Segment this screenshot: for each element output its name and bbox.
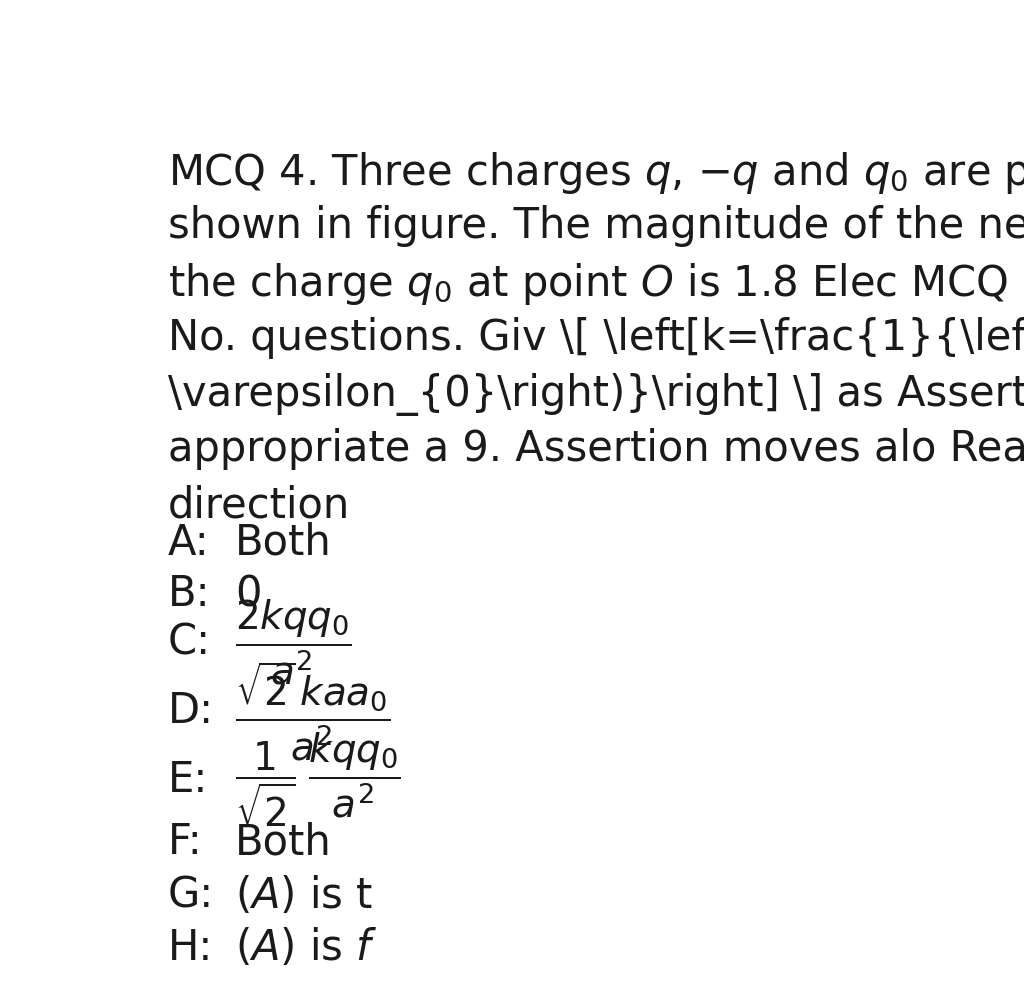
Text: H:: H: xyxy=(168,927,213,969)
Text: appropriate a 9. Assertion moves alo Reason (R: appropriate a 9. Assertion moves alo Rea… xyxy=(168,429,1024,470)
Text: A:: A: xyxy=(168,522,210,564)
Text: $\dfrac{2kqq_0}{a^2}$: $\dfrac{2kqq_0}{a^2}$ xyxy=(236,597,352,687)
Text: F:: F: xyxy=(168,821,203,863)
Text: $\dfrac{1}{\sqrt{2}}\;\dfrac{kqq_0}{a^2}$: $\dfrac{1}{\sqrt{2}}\;\dfrac{kqq_0}{a^2}… xyxy=(236,730,401,829)
Text: shown in figure. The magnitude of the net force on: shown in figure. The magnitude of the ne… xyxy=(168,205,1024,247)
Text: $(A)$ is $f$: $(A)$ is $f$ xyxy=(236,927,378,969)
Text: C:: C: xyxy=(168,621,211,664)
Text: direction: direction xyxy=(168,484,350,526)
Text: E:: E: xyxy=(168,759,208,801)
Text: \varepsilon_{0}\right)}\right] \] as Assertion: \varepsilon_{0}\right)}\right] \] as Ass… xyxy=(168,373,1024,416)
Text: Both: Both xyxy=(236,522,332,564)
Text: B:: B: xyxy=(168,573,210,615)
Text: MCQ 4. Three charges $q$, $-q$ and $q_0$ are placed as: MCQ 4. Three charges $q$, $-q$ and $q_0$… xyxy=(168,150,1024,195)
Text: No. questions. Giv \[ \left[k=\frac{1}{\left(4 \pi: No. questions. Giv \[ \left[k=\frac{1}{\… xyxy=(168,316,1024,359)
Text: D:: D: xyxy=(168,690,214,732)
Text: G:: G: xyxy=(168,875,214,917)
Text: the charge $q_0$ at point $O$ is 1.8 Elec MCQ Question: the charge $q_0$ at point $O$ is 1.8 Ele… xyxy=(168,261,1024,308)
Text: $\dfrac{\sqrt{2}\,kaa_0}{a^2}$: $\dfrac{\sqrt{2}\,kaa_0}{a^2}$ xyxy=(236,660,390,763)
Text: $(A)$ is t: $(A)$ is t xyxy=(236,875,373,917)
Text: Both: Both xyxy=(236,821,332,863)
Text: 0: 0 xyxy=(236,573,262,615)
